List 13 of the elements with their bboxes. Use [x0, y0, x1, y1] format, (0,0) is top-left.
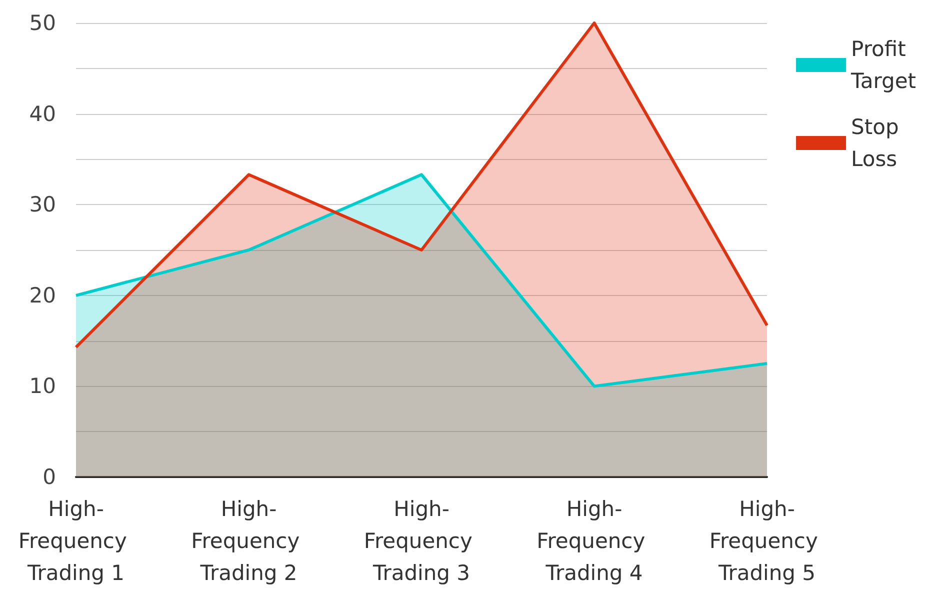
- legend-label: Stop Loss: [851, 115, 899, 171]
- y-tick-label: 10: [29, 374, 56, 398]
- x-tick-label: High-Frequency Trading 5: [709, 497, 825, 585]
- x-tick-label: High-Frequency Trading 2: [191, 497, 306, 585]
- y-tick-label: 40: [29, 102, 56, 126]
- legend-label: Profit Target: [850, 37, 916, 93]
- y-tick-label: 20: [29, 283, 56, 308]
- y-tick-label: 50: [29, 11, 56, 35]
- x-tick-label: High-Frequency Trading 3: [364, 497, 480, 585]
- x-tick-label: High-Frequency Trading 1: [18, 497, 134, 585]
- x-tick-label: High-Frequency Trading 4: [536, 497, 652, 585]
- y-tick-label: 30: [29, 192, 56, 217]
- y-tick-label: 0: [42, 465, 56, 489]
